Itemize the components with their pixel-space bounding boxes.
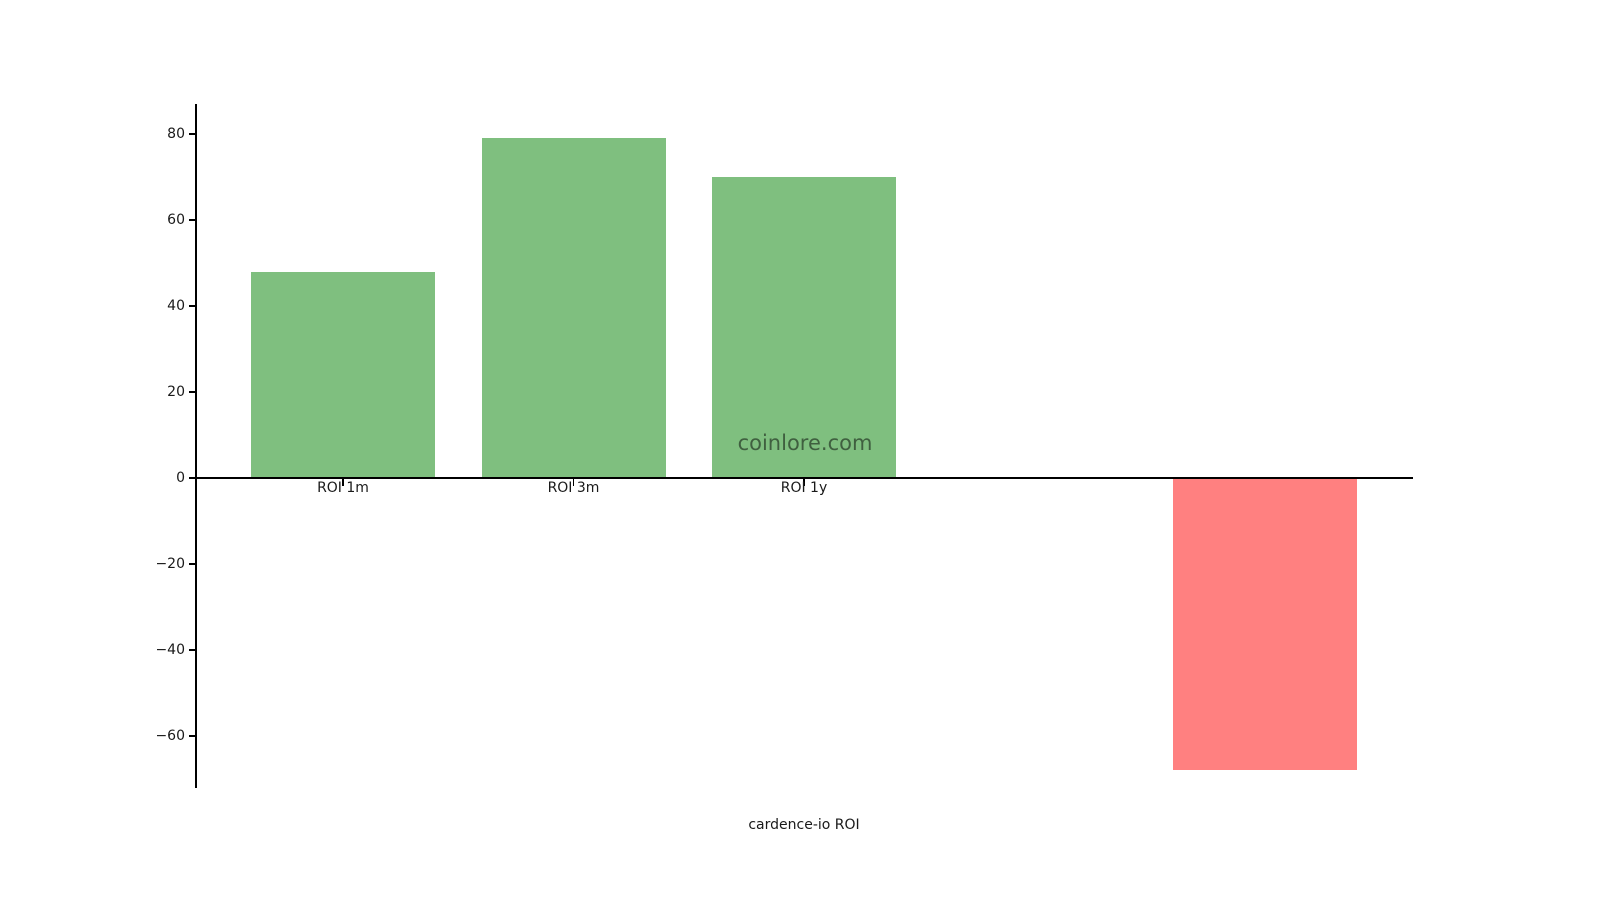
- watermark: coinlore.com: [737, 431, 873, 455]
- y-tick-label: −60: [155, 728, 185, 744]
- y-tick-label: 60: [167, 212, 185, 228]
- y-tick-label: 80: [167, 126, 185, 142]
- y-tick-label: 40: [167, 298, 185, 314]
- x-tick-label: ROI 1y: [780, 480, 828, 496]
- y-tick-label: −20: [155, 556, 185, 572]
- y-tick-mark: [189, 391, 196, 393]
- y-tick-mark: [189, 305, 196, 307]
- y-tick-mark: [189, 735, 196, 737]
- y-tick-mark: [189, 477, 196, 479]
- y-tick-label: 20: [167, 384, 185, 400]
- x-axis-zero-line: [196, 477, 1413, 479]
- y-tick-mark: [189, 563, 196, 565]
- x-tick-label: ROI 1m: [317, 480, 369, 496]
- y-tick-label: −40: [155, 642, 185, 658]
- x-tick-mark: [803, 478, 805, 486]
- y-tick-mark: [189, 219, 196, 221]
- x-tick-mark: [342, 478, 344, 486]
- x-tick-mark: [572, 478, 575, 486]
- y-tick-mark: [189, 649, 196, 651]
- bar-roi-1y: [712, 177, 896, 478]
- y-axis-spine: [195, 104, 197, 788]
- bar-roi-3m: [481, 138, 666, 478]
- y-tick-mark: [189, 133, 196, 135]
- y-tick-label: 0: [176, 470, 185, 486]
- bar-roi-1m: [251, 271, 435, 478]
- x-tick-label: ROI 3m: [547, 480, 600, 496]
- x-axis-title: cardence-io ROI: [748, 817, 860, 833]
- bar-5: [1173, 478, 1357, 771]
